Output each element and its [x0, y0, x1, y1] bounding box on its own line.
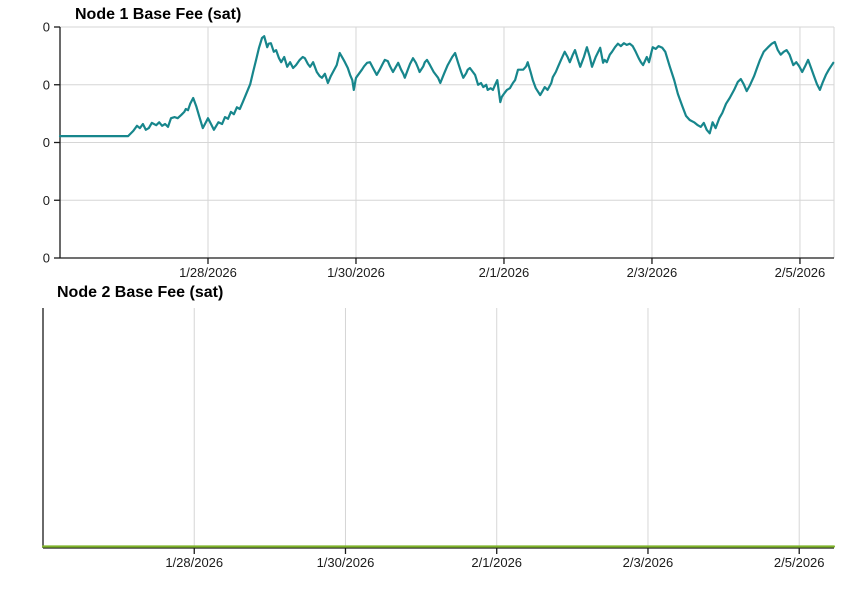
node-1-base-fee-line — [58, 35, 835, 138]
x-axis-tick-label: 2/5/2026 — [774, 555, 825, 570]
y-axis-tick-label: 0 — [43, 193, 50, 208]
y-axis-tick-label: 0 — [43, 135, 50, 150]
y-axis-tick-label: 0 — [43, 20, 50, 35]
x-axis-tick-label: 2/5/2026 — [775, 265, 826, 280]
x-axis-tick-label: 2/3/2026 — [623, 555, 674, 570]
y-axis-tick-label: 0 — [43, 251, 50, 266]
x-axis-tick-label: 1/30/2026 — [317, 555, 375, 570]
x-axis-tick-label: 2/1/2026 — [471, 555, 522, 570]
x-axis-tick-label: 1/28/2026 — [165, 555, 223, 570]
x-axis-tick-label: 1/30/2026 — [327, 265, 385, 280]
node2-chart-title: Node 2 Base Fee (sat) — [57, 284, 224, 301]
y-axis-tick-label: 0 — [43, 77, 50, 92]
x-axis-tick-label: 2/1/2026 — [479, 265, 530, 280]
x-axis-tick-label: 1/28/2026 — [179, 265, 237, 280]
node1-chart-title: Node 1 Base Fee (sat) — [75, 6, 242, 23]
x-axis-tick-label: 2/3/2026 — [627, 265, 678, 280]
